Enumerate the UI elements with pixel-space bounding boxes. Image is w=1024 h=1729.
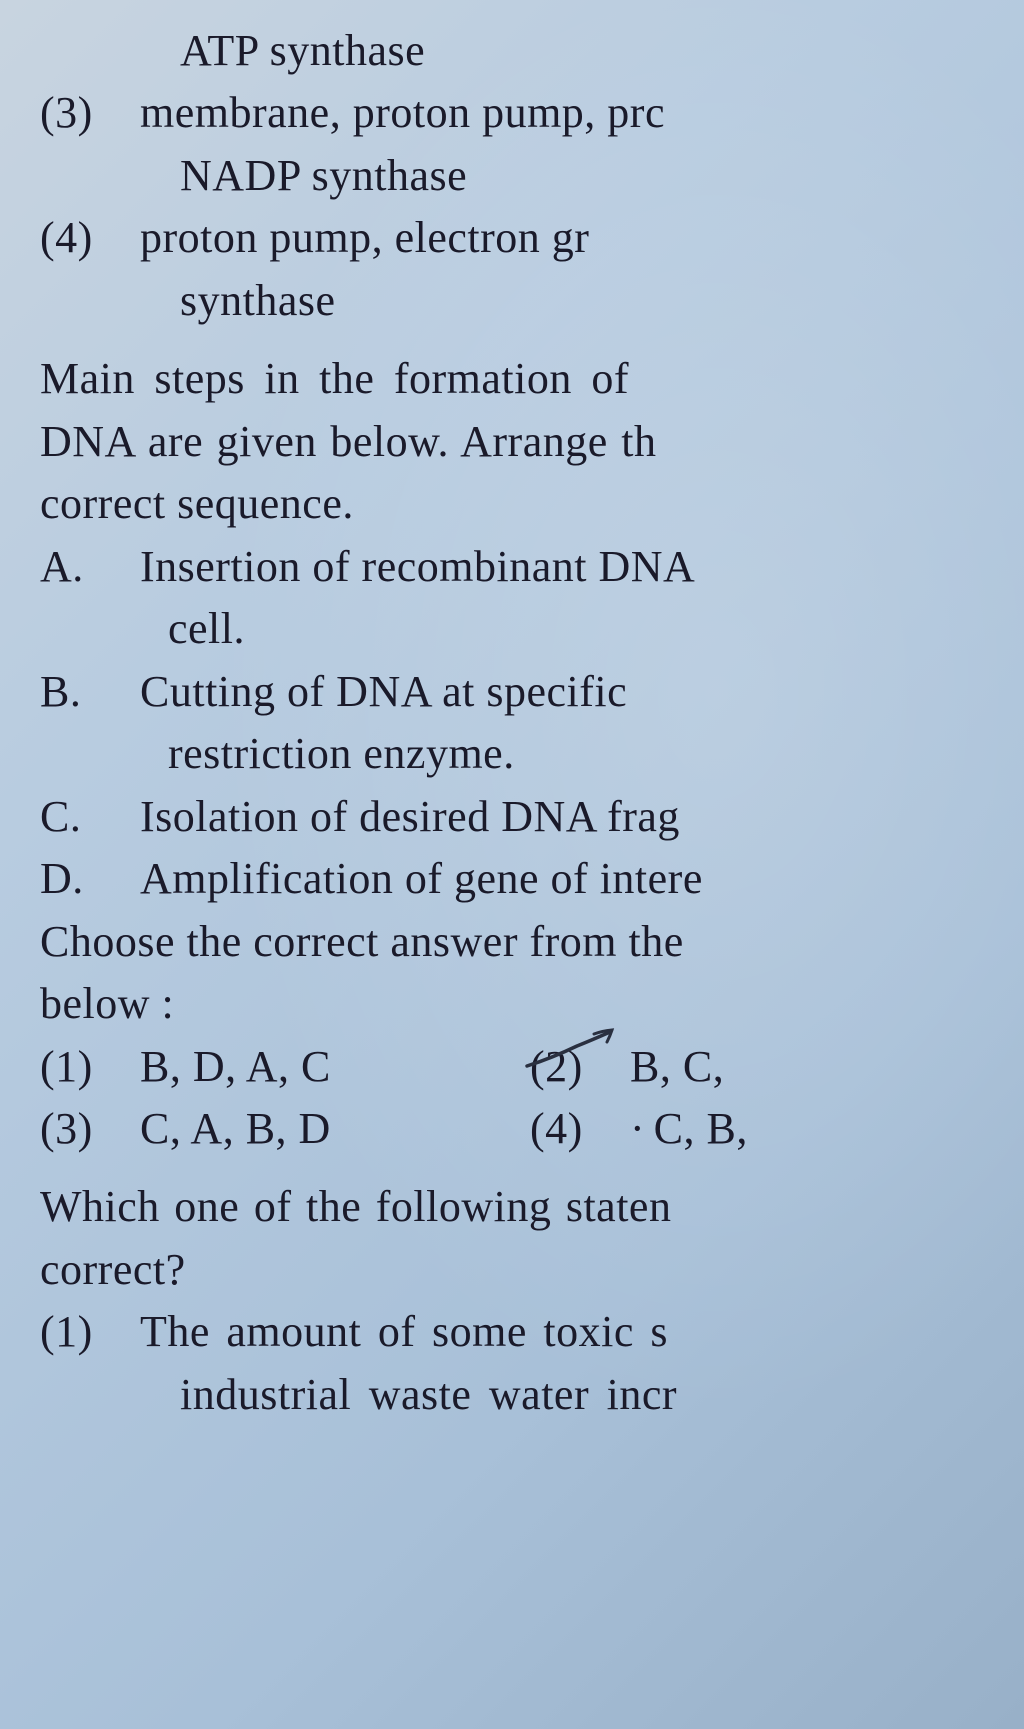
choose-instruction-line1: Choose the correct answer from the (40, 911, 1024, 973)
answer-option-4: (4)· C, B, (530, 1098, 1024, 1160)
answer-option-3: (3)C, A, B, D (40, 1098, 530, 1160)
option-4-number: (4) (40, 207, 140, 269)
step-d-label: D. (40, 848, 140, 910)
step-a-text-line2: cell. (40, 598, 1024, 660)
next-question-stem-line2: correct? (40, 1239, 1024, 1301)
answer-2-number: (2) (530, 1036, 630, 1098)
step-c: C.Isolation of desired DNA frag (40, 786, 1024, 848)
answer-2-text: B, C, (630, 1042, 724, 1091)
option-3-text-line1: membrane, proton pump, prc (140, 88, 665, 137)
step-a-label: A. (40, 536, 140, 598)
next-option-1-number: (1) (40, 1301, 140, 1363)
step-b-text-line1: Cutting of DNA at specific (140, 667, 627, 716)
answer-3-number: (3) (40, 1098, 140, 1160)
fragment-atp-synthase: ATP synthase (40, 20, 1024, 82)
step-b-label: B. (40, 661, 140, 723)
step-d-text: Amplification of gene of intere (140, 854, 703, 903)
answer-4-text: C, B, (654, 1104, 748, 1153)
answer-option-2: (2) B, C, (530, 1036, 1024, 1098)
option-3-text-line2: NADP synthase (40, 145, 1024, 207)
step-c-label: C. (40, 786, 140, 848)
choose-instruction-line2: below : (40, 973, 1024, 1035)
answer-4-number: (4) (530, 1098, 630, 1160)
option-4: (4)proton pump, electron gr (40, 207, 1024, 269)
answer-1-text: B, D, A, C (140, 1042, 331, 1091)
question-stem-line3: correct sequence. (40, 473, 1024, 535)
question-stem-line1: Main steps in the formation of (40, 348, 1024, 410)
answer-option-1: (1)B, D, A, C (40, 1036, 530, 1098)
step-c-text: Isolation of desired DNA frag (140, 792, 680, 841)
next-question-stem-line1: Which one of the following staten (40, 1176, 1024, 1238)
step-a: A.Insertion of recombinant DNA (40, 536, 1024, 598)
next-option-1: (1)The amount of some toxic s (40, 1301, 1024, 1363)
option-3: (3)membrane, proton pump, prc (40, 82, 1024, 144)
step-b: B.Cutting of DNA at specific (40, 661, 1024, 723)
next-option-1-text-line1: The amount of some toxic s (140, 1307, 668, 1356)
option-4-text-line2: synthase (40, 270, 1024, 332)
answer-1-number: (1) (40, 1036, 140, 1098)
step-b-text-line2: restriction enzyme. (40, 723, 1024, 785)
option-4-text-line1: proton pump, electron gr (140, 213, 589, 262)
question-stem-line2: DNA are given below. Arrange th (40, 411, 1024, 473)
step-d: D.Amplification of gene of intere (40, 848, 1024, 910)
step-a-text-line1: Insertion of recombinant DNA (140, 542, 695, 591)
answer-3-text: C, A, B, D (140, 1104, 331, 1153)
option-3-number: (3) (40, 82, 140, 144)
next-option-1-text-line2: industrial waste water incr (40, 1364, 1024, 1426)
